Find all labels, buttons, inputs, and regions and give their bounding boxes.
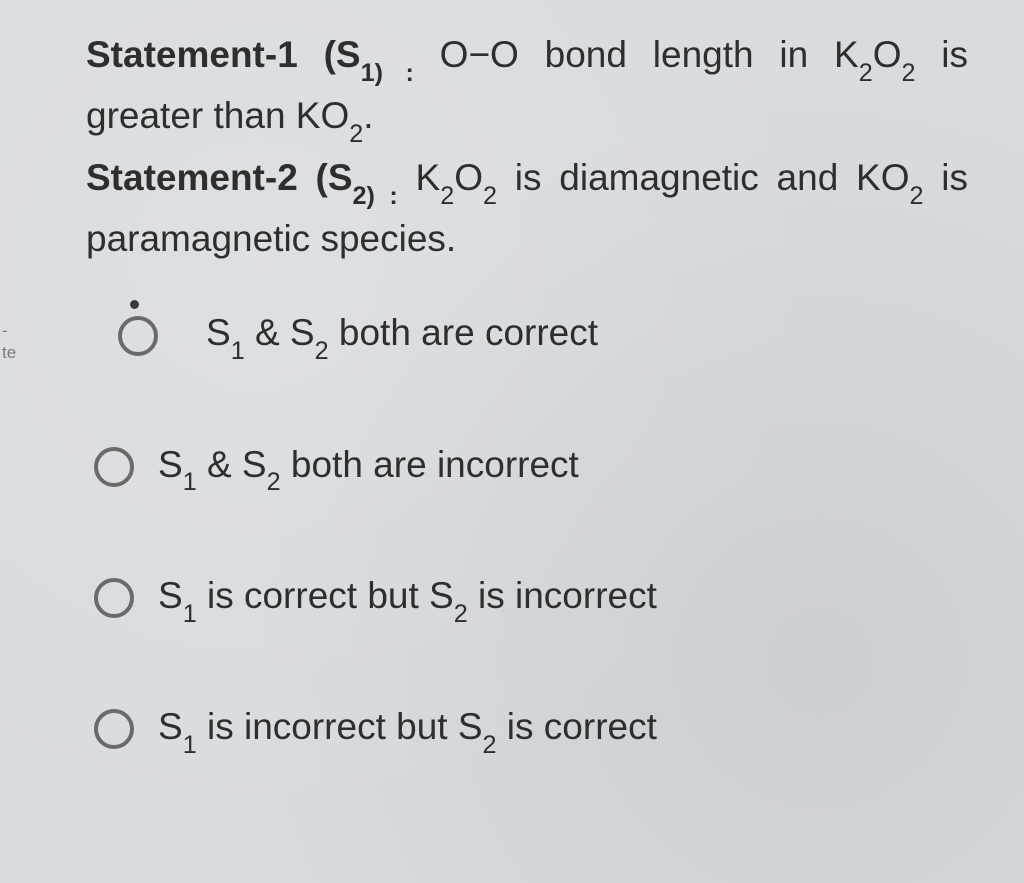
question-stem: Statement-1 (S1) : O−O bond length in K2… xyxy=(86,26,968,267)
radio-icon xyxy=(94,578,134,618)
option-c-text: S1 is correct but S2 is incorrect xyxy=(158,572,657,625)
option-b-text: S1 & S2 both are incorrect xyxy=(158,441,579,494)
radio-icon xyxy=(94,447,134,487)
option-b[interactable]: S1 & S2 both are incorrect xyxy=(94,441,968,494)
option-a[interactable]: -te S1 & S2 both are correct xyxy=(94,309,968,362)
radio-icon xyxy=(94,709,134,749)
statement-1-label: Statement-1 (S1) : xyxy=(86,34,414,75)
option-d[interactable]: S1 is incorrect but S2 is correct xyxy=(94,703,968,756)
statement-2-label: Statement-2 (S2) : xyxy=(86,157,398,198)
option-c[interactable]: S1 is correct but S2 is incorrect xyxy=(94,572,968,625)
option-a-text: S1 & S2 both are correct xyxy=(206,309,598,362)
radio-icon xyxy=(118,316,158,356)
option-d-text: S1 is incorrect but S2 is correct xyxy=(158,703,657,756)
options-group: -te S1 & S2 both are correct S1 & S2 bot… xyxy=(86,309,968,755)
